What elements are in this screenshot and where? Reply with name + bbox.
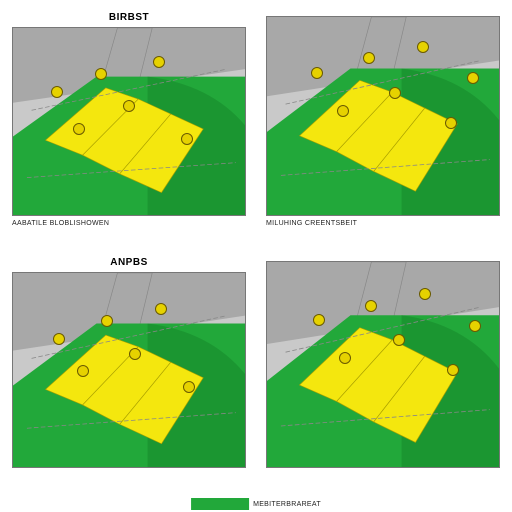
- panel-top-right: MILUHING CREENTSBEIT: [266, 12, 500, 227]
- marker-icon: [155, 303, 167, 315]
- legend-swatch: [191, 498, 249, 510]
- panel-title: BIRBST: [12, 12, 246, 23]
- marker-icon: [101, 315, 113, 327]
- panel-caption: AABATILE BLOBLISHOWEN: [12, 220, 246, 227]
- marker-icon: [337, 105, 349, 117]
- panel-grid: BIRBST: [12, 12, 500, 472]
- panel-bottom-right: [266, 257, 500, 472]
- legend-label: MEBITERBRAREAT: [253, 501, 321, 508]
- marker-icon: [95, 68, 107, 80]
- marker-icon: [183, 381, 195, 393]
- figure-container: BIRBST: [0, 0, 512, 512]
- marker-icon: [311, 67, 323, 79]
- marker-icon: [467, 72, 479, 84]
- marker-icon: [339, 352, 351, 364]
- marker-icon: [365, 300, 377, 312]
- legend: MEBITERBRAREAT: [191, 498, 321, 510]
- panel-bottom-left: ANPBS: [12, 257, 246, 472]
- panel-top-left: BIRBST: [12, 12, 246, 227]
- panel-scene: [266, 261, 500, 468]
- marker-icon: [153, 56, 165, 68]
- marker-icon: [419, 288, 431, 300]
- panel-scene: [12, 27, 246, 216]
- marker-icon: [447, 364, 459, 376]
- panel-scene: [12, 272, 246, 468]
- marker-icon: [77, 365, 89, 377]
- marker-icon: [313, 314, 325, 326]
- panel-scene: [266, 16, 500, 216]
- marker-icon: [129, 348, 141, 360]
- marker-icon: [51, 86, 63, 98]
- marker-icon: [417, 41, 429, 53]
- marker-icon: [445, 117, 457, 129]
- marker-icon: [181, 133, 193, 145]
- marker-icon: [469, 320, 481, 332]
- panel-caption: MILUHING CREENTSBEIT: [266, 220, 500, 227]
- marker-icon: [53, 333, 65, 345]
- marker-icon: [363, 52, 375, 64]
- marker-icon: [73, 123, 85, 135]
- marker-icon: [123, 100, 135, 112]
- panel-title: ANPBS: [12, 257, 246, 268]
- marker-icon: [389, 87, 401, 99]
- marker-icon: [393, 334, 405, 346]
